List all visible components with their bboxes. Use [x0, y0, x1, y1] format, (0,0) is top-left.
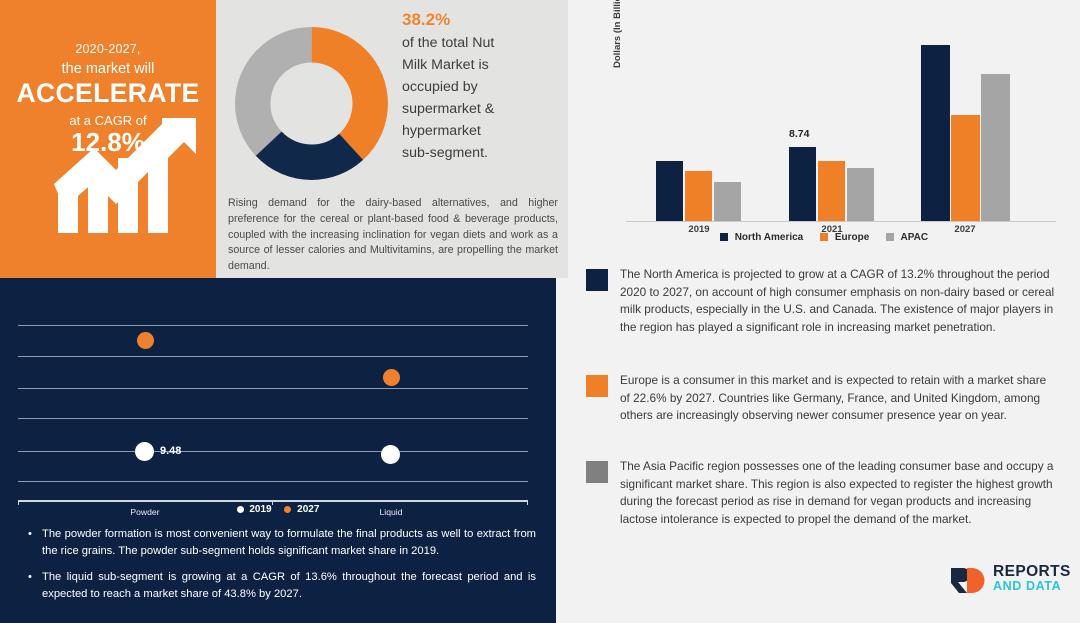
market-share-line-1: of the total Nut: [402, 35, 495, 51]
legend-square-apac-icon: [886, 233, 895, 242]
market-share-line-3: occupied by: [402, 79, 478, 95]
bar-2019-apac: [714, 181, 741, 221]
dot-legend-label-2027: 2027: [297, 504, 320, 515]
legend-dot-2027-icon: [284, 505, 292, 513]
region-text-north-america: The North America is projected to grow a…: [620, 267, 1055, 335]
accelerate-cagr-label: at a CAGR of: [69, 112, 147, 128]
regional-bar-chart-panel: Dollars (In Billion) 2019 8.74 2021 2027: [568, 0, 1080, 258]
accelerate-cagr-value: 12.8%: [71, 126, 145, 157]
brand-logo[interactable]: REPORTS AND DATA: [951, 563, 1071, 599]
dot-liquid-2027: [383, 369, 400, 386]
market-share-line-6: sub-segment.: [402, 145, 488, 161]
dot-powder-2027: [137, 332, 154, 349]
gridline: [18, 418, 528, 419]
bar-legend-label-europe: Europe: [834, 232, 870, 243]
accelerate-text-block: 2020-2027, the market will ACCELERATE at…: [0, 42, 216, 156]
bar-category-2027: 2027: [954, 224, 976, 235]
region-swatch-apac-icon: [586, 461, 608, 483]
list-item: The powder formation is most convenient …: [28, 526, 536, 561]
market-share-percent: 38.2%: [402, 10, 451, 29]
brand-logo-text: REPORTS AND DATA: [993, 563, 1071, 594]
bar-legend-label-apac: APAC: [900, 232, 929, 243]
bar-2021-europe: [818, 160, 845, 221]
bar-chart-baseline: [626, 220, 1056, 222]
dot-legend-item-2027: 2027: [284, 504, 319, 515]
bar-legend-item-apac: APAC: [886, 232, 928, 243]
bar-chart-plot-area: 2019 8.74 2021 2027: [626, 16, 1056, 235]
dot-legend-label-2019: 2019: [249, 504, 272, 515]
region-insight-apac: The Asia Pacific region possesses one of…: [586, 458, 1056, 529]
region-insight-north-america: The North America is projected to grow a…: [586, 266, 1056, 337]
dot-category-powder: Powder: [130, 507, 160, 517]
market-demand-paragraph: Rising demand for the dairy-based altern…: [228, 197, 558, 273]
bar-category-2019: 2019: [688, 224, 710, 235]
growth-arrow-bar-chart-icon: [54, 118, 196, 233]
axis-tick: [272, 500, 273, 505]
dot-chart-legend: 2019 2027: [0, 504, 556, 515]
bar-2019-north-america: [656, 160, 683, 221]
brand-logo-line-1: REPORTS: [993, 563, 1071, 580]
donut-slice-c: [235, 27, 388, 180]
bar-2021-north-america: [789, 146, 816, 221]
region-insight-europe: Europe is a consumer in this market and …: [586, 372, 1056, 425]
dot-value-label-powder-2019: 9.48: [160, 445, 182, 457]
bar-chart-legend: North America Europe APAC: [568, 232, 1080, 243]
legend-square-north-america-icon: [719, 233, 728, 242]
region-text-europe: Europe is a consumer in this market and …: [620, 373, 1047, 423]
accelerate-headline: ACCELERATE: [16, 78, 200, 108]
market-share-panel: 38.2% of the total Nut Milk Market is oc…: [216, 0, 568, 278]
market-share-line-2: Milk Market is: [402, 57, 489, 73]
regional-insights-panel: The North America is projected to grow a…: [568, 258, 1080, 623]
region-swatch-europe-icon: [586, 375, 608, 397]
legend-dot-2019-icon: [236, 505, 244, 513]
donut-slice-b: [235, 27, 388, 180]
accelerate-lead: the market will: [61, 61, 155, 77]
donut-slice-supermarket: [235, 27, 388, 180]
rd-monogram-icon: [951, 568, 985, 593]
dot-liquid-2019: [381, 445, 400, 464]
region-text-apac: The Asia Pacific region possesses one of…: [620, 459, 1054, 527]
bar-legend-item-north-america: North America: [719, 232, 804, 243]
dot-powder-2019: [135, 442, 154, 461]
bar-2027-europe: [951, 114, 980, 221]
region-swatch-north-america-icon: [586, 269, 608, 291]
accelerate-years: 2020-2027,: [75, 42, 141, 56]
bar-category-2021: 2021: [821, 224, 843, 235]
dot-legend-item-2019: 2019: [236, 504, 272, 515]
legend-square-europe-icon: [820, 233, 829, 242]
bar-chart-y-axis-label: Dollars (In Billion): [612, 0, 623, 68]
bar-2027-apac: [981, 73, 1010, 221]
sub-segment-bullets: The powder formation is most convenient …: [20, 526, 536, 611]
gridline: [18, 451, 528, 452]
gridline: [18, 481, 528, 482]
sub-segment-dot-chart: 9.48 Powder Liquid: [14, 296, 534, 517]
list-item: The liquid sub-segment is growing at a C…: [28, 569, 536, 604]
gridline: [18, 325, 528, 326]
accelerate-panel: 2020-2027, the market will ACCELERATE at…: [0, 0, 216, 278]
bar-value-label-2021-north-america: 8.74: [789, 128, 810, 140]
bar-2019-europe: [685, 170, 712, 221]
axis-tick: [527, 500, 528, 505]
market-share-line-5: hypermarket: [402, 123, 481, 139]
x-axis-line: [18, 500, 528, 502]
bar-legend-label-north-america: North America: [734, 232, 804, 243]
donut-chart: [234, 26, 389, 181]
dot-category-liquid: Liquid: [379, 507, 403, 517]
bar-2027-north-america: [921, 44, 950, 221]
bar-2021-apac: [847, 167, 874, 221]
axis-tick: [18, 500, 19, 505]
market-share-copy: 38.2% of the total Nut Milk Market is oc…: [402, 10, 552, 164]
market-share-line-4: supermarket &: [402, 101, 495, 117]
sub-segment-panel: 9.48 Powder Liquid 2019 2027 The powder …: [0, 278, 556, 623]
gridline: [18, 388, 528, 389]
bar-legend-item-europe: Europe: [820, 232, 869, 243]
brand-logo-line-2: AND DATA: [993, 579, 1062, 594]
gridline: [18, 356, 528, 357]
